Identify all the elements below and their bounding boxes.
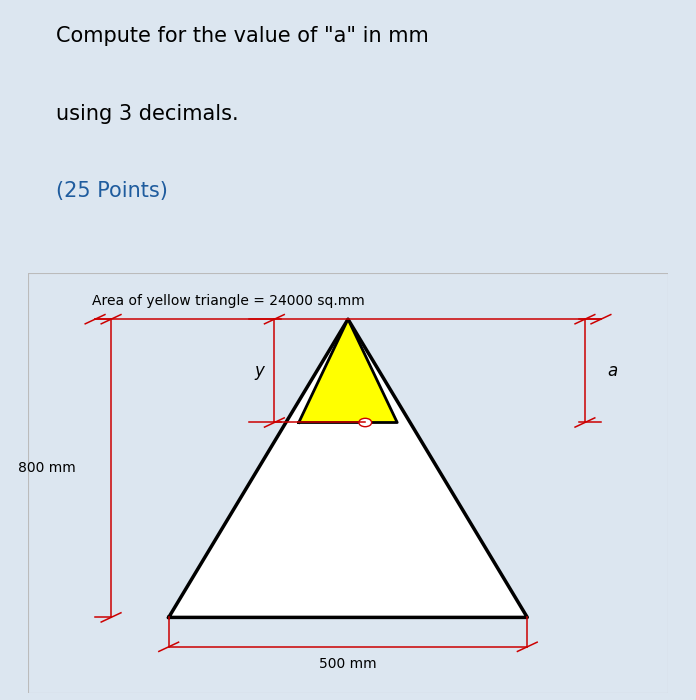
Text: 800 mm: 800 mm — [18, 461, 76, 475]
Text: using 3 decimals.: using 3 decimals. — [56, 104, 238, 124]
Text: a: a — [608, 362, 617, 380]
Text: Compute for the value of "a" in mm: Compute for the value of "a" in mm — [56, 26, 429, 46]
Circle shape — [359, 419, 372, 427]
Polygon shape — [168, 319, 528, 617]
Text: 500 mm: 500 mm — [319, 657, 377, 671]
Polygon shape — [299, 319, 397, 423]
Text: (25 Points): (25 Points) — [56, 181, 168, 202]
Text: y: y — [255, 362, 264, 380]
Text: Area of yellow triangle = 24000 sq.mm: Area of yellow triangle = 24000 sq.mm — [92, 294, 365, 308]
